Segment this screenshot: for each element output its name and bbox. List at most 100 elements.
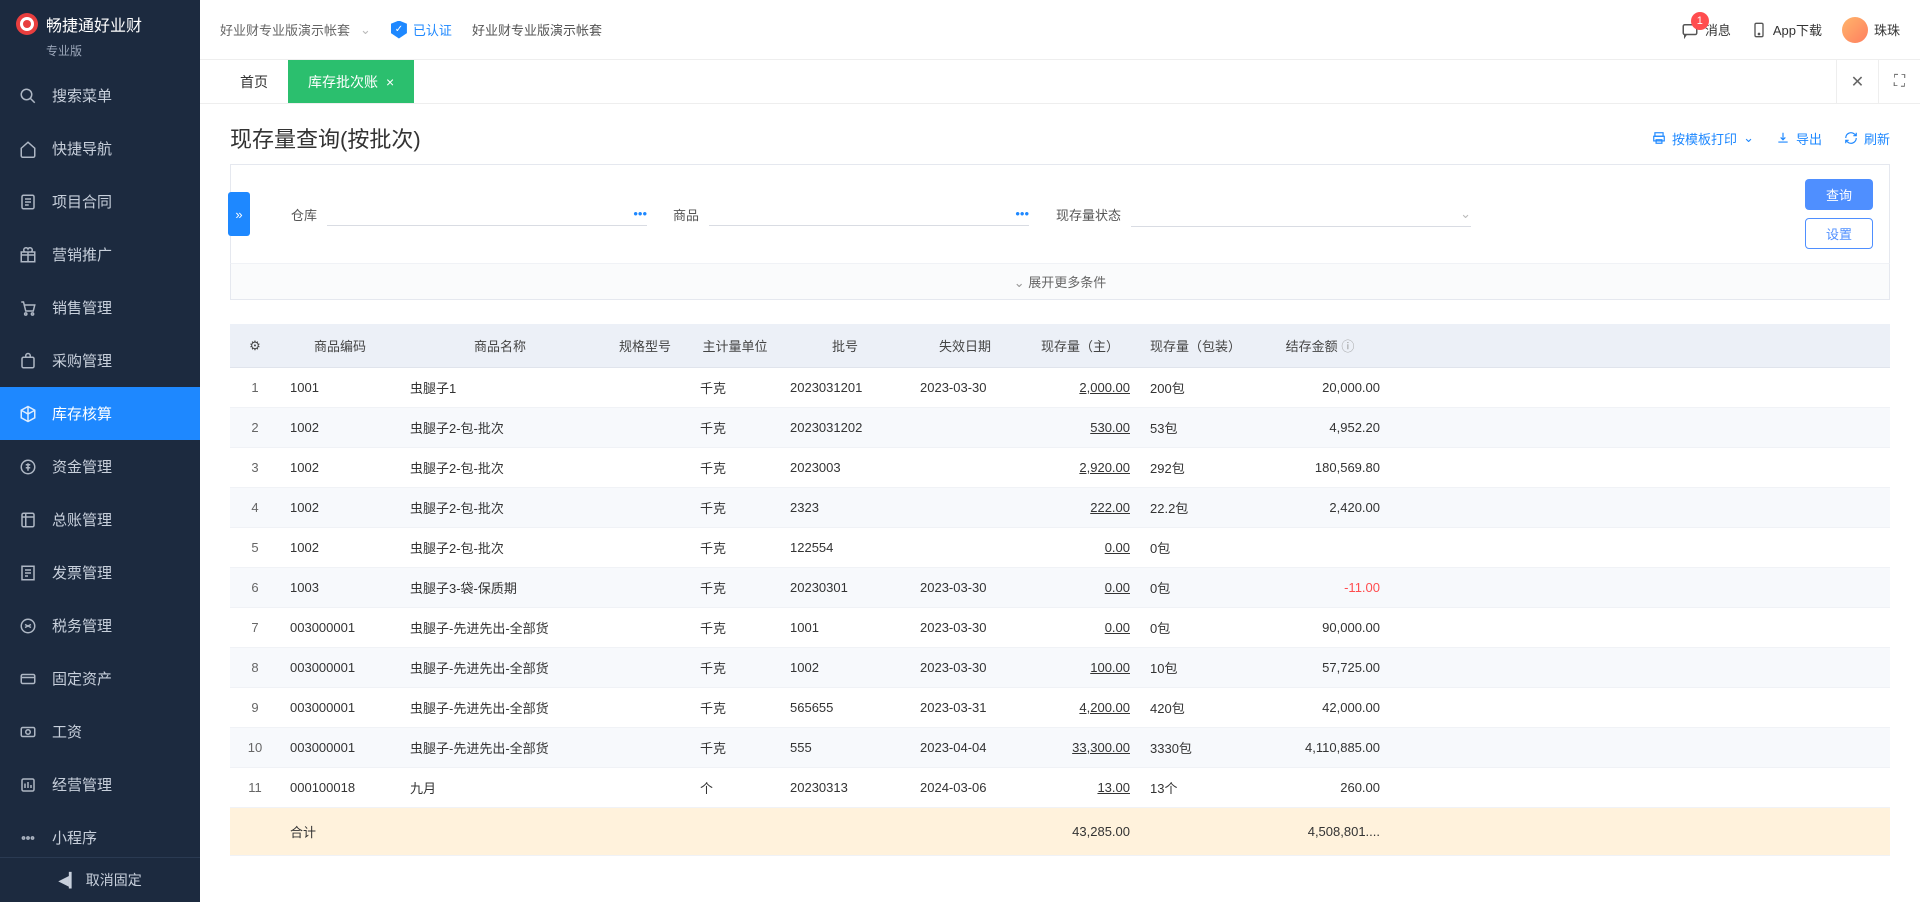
th-amt[interactable]: 结存金额 ⓘ <box>1250 324 1390 368</box>
print-button[interactable]: 按模板打印 ⌄ <box>1652 129 1754 148</box>
export-icon <box>1776 131 1790 145</box>
cell-idx: 9 <box>230 688 280 728</box>
cell-pkg: 292包 <box>1140 448 1250 488</box>
avatar <box>1842 17 1868 43</box>
tabs: 首页 库存批次账 × ✕ ⛶ <box>200 60 1920 104</box>
chevron-down-icon[interactable]: ⌄ <box>1460 206 1471 222</box>
table-row[interactable]: 41002虫腿子2-包-批次千克2323222.0022.2包2,420.00 <box>230 488 1890 528</box>
th-qty[interactable]: 现存量（主） <box>1020 324 1140 368</box>
sidebar-item-8[interactable]: 总账管理 <box>0 493 200 546</box>
download-button[interactable]: App下载 <box>1751 20 1822 39</box>
sidebar-item-4[interactable]: 销售管理 <box>0 281 200 334</box>
sidebar-item-10[interactable]: 税务管理 <box>0 599 200 652</box>
th-unit[interactable]: 主计量单位 <box>690 324 780 368</box>
th-name[interactable]: 商品名称 <box>400 324 600 368</box>
th-code[interactable]: 商品编码 <box>280 324 400 368</box>
th-spec[interactable]: 规格型号 <box>600 324 690 368</box>
cell-spec <box>600 448 690 488</box>
cell-amt: 4,110,885.00 <box>1250 728 1390 768</box>
invoice-icon <box>18 563 38 583</box>
export-label: 导出 <box>1796 129 1822 148</box>
biz-icon <box>18 775 38 795</box>
sidebar-item-0[interactable]: 搜索菜单 <box>0 69 200 122</box>
cell-name: 虫腿子-先进先出-全部货 <box>400 728 600 768</box>
warehouse-input[interactable]: ••• <box>327 202 647 226</box>
tab-home[interactable]: 首页 <box>220 60 288 103</box>
cell-qty[interactable]: 4,200.00 <box>1020 688 1140 728</box>
cell-qty[interactable]: 13.00 <box>1020 768 1140 808</box>
cell-spec <box>600 648 690 688</box>
cell-spec <box>600 728 690 768</box>
cell-idx: 1 <box>230 368 280 408</box>
cell-qty[interactable]: 100.00 <box>1020 648 1140 688</box>
cell-spec <box>600 568 690 608</box>
sidebar-item-11[interactable]: 固定资产 <box>0 652 200 705</box>
sidebar-item-1[interactable]: 快捷导航 <box>0 122 200 175</box>
cell-qty[interactable]: 2,000.00 <box>1020 368 1140 408</box>
table-row[interactable]: 11000100018九月个202303132024-03-0613.0013个… <box>230 768 1890 808</box>
cell-expire: 2023-03-30 <box>910 648 1020 688</box>
pin-toggle[interactable]: ◀▎ 取消固定 <box>0 857 200 902</box>
cell-code: 000100018 <box>280 768 400 808</box>
table-row[interactable]: 61003虫腿子3-袋-保质期千克202303012023-03-300.000… <box>230 568 1890 608</box>
tab-close-icon[interactable]: × <box>386 74 394 90</box>
cell-idx: 8 <box>230 648 280 688</box>
settings-column[interactable]: ⚙ <box>230 324 280 368</box>
sidebar-item-13[interactable]: 经营管理 <box>0 758 200 811</box>
table-header-row: ⚙ 商品编码 商品名称 规格型号 主计量单位 批号 失效日期 现存量（主） 现存… <box>230 324 1890 368</box>
fullscreen-button[interactable]: ⛶ <box>1878 60 1920 103</box>
sidebar-item-6[interactable]: 库存核算 <box>0 387 200 440</box>
sidebar-item-7[interactable]: 资金管理 <box>0 440 200 493</box>
table-row[interactable]: 51002虫腿子2-包-批次千克1225540.000包 <box>230 528 1890 568</box>
sidebar-item-label: 小程序 <box>52 827 97 848</box>
th-pkg[interactable]: 现存量（包装） <box>1140 324 1250 368</box>
ellipsis-icon[interactable]: ••• <box>633 206 647 221</box>
cell-pkg: 10包 <box>1140 648 1250 688</box>
table-row[interactable]: 9003000001虫腿子-先进先出-全部货千克5656552023-03-31… <box>230 688 1890 728</box>
expand-filters-button[interactable]: ⌄ 展开更多条件 <box>230 263 1890 300</box>
cell-unit: 千克 <box>690 608 780 648</box>
tax-icon <box>18 616 38 636</box>
product-input[interactable]: ••• <box>709 202 1029 226</box>
cell-pkg: 53包 <box>1140 408 1250 448</box>
close-all-button[interactable]: ✕ <box>1836 60 1878 103</box>
message-button[interactable]: 1 消息 <box>1681 20 1731 39</box>
status-input[interactable]: ⌄ <box>1131 202 1471 227</box>
table-row[interactable]: 21002虫腿子2-包-批次千克2023031202530.0053包4,952… <box>230 408 1890 448</box>
refresh-button[interactable]: 刷新 <box>1844 129 1890 148</box>
cell-qty[interactable]: 33,300.00 <box>1020 728 1140 768</box>
cell-qty[interactable]: 0.00 <box>1020 608 1140 648</box>
sidebar-item-9[interactable]: 发票管理 <box>0 546 200 599</box>
cell-expire <box>910 488 1020 528</box>
collapse-filter-button[interactable]: » <box>228 192 250 236</box>
ellipsis-icon[interactable]: ••• <box>1015 206 1029 221</box>
table-row[interactable]: 11001虫腿子1千克20230312012023-03-302,000.002… <box>230 368 1890 408</box>
table-row[interactable]: 10003000001虫腿子-先进先出-全部货千克5552023-04-0433… <box>230 728 1890 768</box>
cell-qty[interactable]: 0.00 <box>1020 568 1140 608</box>
sidebar-item-2[interactable]: 项目合同 <box>0 175 200 228</box>
export-button[interactable]: 导出 <box>1776 129 1822 148</box>
table-row[interactable]: 31002虫腿子2-包-批次千克20230032,920.00292包180,5… <box>230 448 1890 488</box>
cell-qty[interactable]: 222.00 <box>1020 488 1140 528</box>
th-batch[interactable]: 批号 <box>780 324 910 368</box>
table-row[interactable]: 7003000001虫腿子-先进先出-全部货千克10012023-03-300.… <box>230 608 1890 648</box>
th-expire[interactable]: 失效日期 <box>910 324 1020 368</box>
sidebar-item-3[interactable]: 营销推广 <box>0 228 200 281</box>
settings-button[interactable]: 设置 <box>1805 218 1873 249</box>
product-label: 商品 <box>659 205 699 224</box>
sidebar-item-14[interactable]: 小程序 <box>0 811 200 857</box>
account-selector[interactable]: 好业财专业版演示帐套 ⌄ <box>220 20 371 39</box>
user-menu[interactable]: 珠珠 <box>1842 17 1900 43</box>
cell-qty[interactable]: 530.00 <box>1020 408 1140 448</box>
cell-qty[interactable]: 2,920.00 <box>1020 448 1140 488</box>
query-button[interactable]: 查询 <box>1805 179 1873 210</box>
tab-active[interactable]: 库存批次账 × <box>288 60 414 103</box>
cell-idx: 3 <box>230 448 280 488</box>
print-label: 按模板打印 <box>1672 129 1737 148</box>
sidebar-item-12[interactable]: 工资 <box>0 705 200 758</box>
cell-idx: 6 <box>230 568 280 608</box>
tab-active-label: 库存批次账 <box>308 72 378 92</box>
sidebar-item-5[interactable]: 采购管理 <box>0 334 200 387</box>
table-row[interactable]: 8003000001虫腿子-先进先出-全部货千克10022023-03-3010… <box>230 648 1890 688</box>
cell-qty[interactable]: 0.00 <box>1020 528 1140 568</box>
